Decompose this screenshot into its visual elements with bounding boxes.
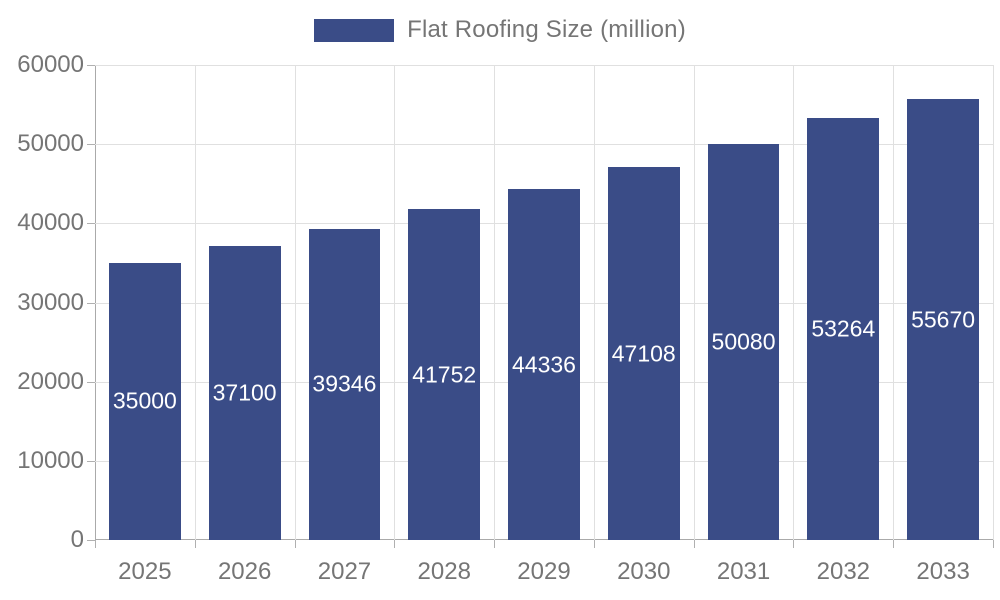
bar-value-label: 35000 xyxy=(112,387,177,414)
bar-category-2033: 55670 xyxy=(893,65,993,540)
x-tick-mark xyxy=(194,540,196,548)
y-tick-mark xyxy=(87,460,95,462)
bar-category-2032: 53264 xyxy=(793,65,893,540)
bar-category-2031: 50080 xyxy=(694,65,794,540)
bar-value-label: 50080 xyxy=(711,328,776,355)
bar-value-label: 41752 xyxy=(412,361,477,388)
bar-category-2027: 39346 xyxy=(295,65,395,540)
bar-category-2028: 41752 xyxy=(394,65,494,540)
gridline-x xyxy=(793,65,795,540)
bar-value-label: 55670 xyxy=(911,306,976,333)
y-tick-mark xyxy=(87,65,95,66)
gridline-x xyxy=(494,65,496,540)
gridline-y xyxy=(95,65,993,66)
x-axis-labels: 2025 2026 2027 2028 2029 2030 2031 2032 2033 xyxy=(95,558,993,588)
bar-2031[interactable]: 50080 xyxy=(707,143,780,540)
bar-value-label: 39346 xyxy=(312,370,377,397)
y-tick-mark xyxy=(87,540,95,541)
bar-2033[interactable]: 55670 xyxy=(907,99,979,540)
x-axis-tick-label: 2030 xyxy=(617,558,671,585)
gridline-x xyxy=(593,65,595,540)
bar-2027[interactable]: 39346 xyxy=(308,228,381,540)
y-axis-tick-label: 0 xyxy=(70,526,84,553)
x-axis-tick-label: 2033 xyxy=(916,558,970,585)
gridline-x xyxy=(893,65,895,540)
x-tick-mark xyxy=(993,540,994,548)
gridline-x xyxy=(294,65,296,540)
x-tick-mark xyxy=(394,540,396,548)
legend-swatch-icon xyxy=(314,18,395,42)
y-axis-tick-label: 50000 xyxy=(17,130,84,158)
bar-category-2025: 35000 xyxy=(95,65,195,540)
gridline-x xyxy=(194,65,196,540)
bar-2030[interactable]: 47108 xyxy=(607,167,680,540)
y-tick-mark xyxy=(87,223,95,225)
gridline-y xyxy=(95,144,993,146)
x-tick-mark xyxy=(593,540,595,548)
bar-2026[interactable]: 37100 xyxy=(208,246,281,540)
y-axis-tick-label: 20000 xyxy=(17,367,84,395)
x-axis-tick-label: 2027 xyxy=(317,558,372,585)
y-axis-tick-label: 30000 xyxy=(17,288,84,316)
x-axis-tick-label: 2032 xyxy=(816,558,871,585)
gridline-x xyxy=(394,65,396,540)
x-tick-mark xyxy=(793,540,795,548)
gridline-x xyxy=(993,65,994,540)
x-tick-mark xyxy=(494,540,496,548)
bar-value-label: 47108 xyxy=(611,340,676,367)
x-tick-mark xyxy=(893,540,895,548)
legend-label: Flat Roofing Size (million) xyxy=(407,16,686,43)
x-tick-mark xyxy=(294,540,296,548)
legend[interactable]: Flat Roofing Size (million) xyxy=(0,16,1000,44)
y-axis-tick-label: 40000 xyxy=(17,209,84,237)
y-axis-tick-label: 10000 xyxy=(17,446,84,474)
bar-2029[interactable]: 44336 xyxy=(508,189,580,540)
bar-category-2026: 37100 xyxy=(195,65,295,540)
gridline-x xyxy=(693,65,695,540)
y-tick-mark xyxy=(87,381,95,383)
x-tick-mark xyxy=(693,540,695,548)
bar-2025[interactable]: 35000 xyxy=(108,262,181,540)
bar-category-2030: 47108 xyxy=(594,65,694,540)
bar-value-label: 53264 xyxy=(811,315,876,342)
y-axis-tick-label: 60000 xyxy=(17,51,84,78)
y-tick-mark xyxy=(87,302,95,304)
y-axis-labels: 0 10000 20000 30000 40000 50000 60000 xyxy=(0,51,84,553)
x-axis-tick-label: 2029 xyxy=(517,558,571,585)
x-axis-tick-label: 2031 xyxy=(716,558,771,585)
bar-2032[interactable]: 53264 xyxy=(807,118,880,540)
bar-category-2029: 44336 xyxy=(494,65,594,540)
bar-value-label: 37100 xyxy=(212,379,277,406)
x-axis-tick-label: 2025 xyxy=(118,558,172,585)
bar-value-label: 44336 xyxy=(511,351,576,377)
x-axis-tick-label: 2028 xyxy=(417,558,471,585)
plot-area: 35000 37100 39346 41752 44336 47108 50080 53264… xyxy=(87,65,994,548)
x-tick-mark xyxy=(95,540,96,548)
y-tick-mark xyxy=(87,144,95,146)
bar-2028[interactable]: 41752 xyxy=(408,209,481,540)
x-axis-tick-label: 2026 xyxy=(217,558,272,585)
